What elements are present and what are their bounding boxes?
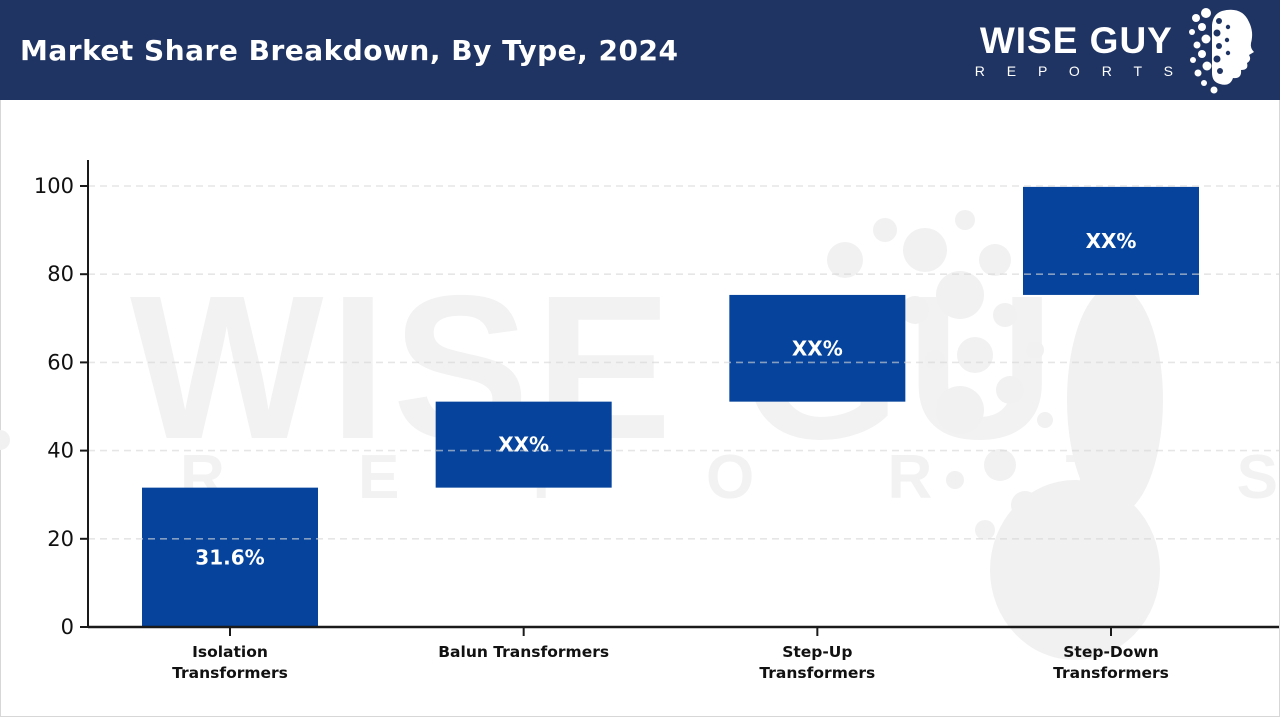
x-category-label: Step-Down Transformers — [1053, 643, 1169, 682]
logo-face-icon — [1189, 8, 1254, 94]
bar-value-label: XX% — [1086, 229, 1137, 253]
bar-segment — [142, 487, 318, 627]
bar-value-label: XX% — [792, 336, 843, 360]
bar-value-label: XX% — [498, 433, 549, 457]
waterfall-chart: 31.6% XX% XX% XX% 0 20 40 60 80 100 Isolation Trans… — [34, 160, 1279, 682]
y-tick-label: 0 — [61, 615, 74, 639]
bar-segment — [729, 294, 906, 402]
bar-value-label: 31.6% — [195, 545, 264, 569]
bar-segment — [435, 401, 612, 488]
x-category-label: Balun Transformers — [438, 643, 609, 661]
logo-wordmark-main: WISE GUY — [979, 19, 1173, 61]
y-tick-label: 100 — [34, 174, 74, 198]
y-tick-label: 80 — [47, 262, 74, 286]
y-tick-label: 40 — [47, 439, 74, 463]
chart-title: Market Share Breakdown, By Type, 2024 — [20, 33, 679, 67]
watermark-dots — [0, 210, 1163, 660]
x-category-label: Isolation Transformers — [172, 643, 288, 682]
y-tick-label: 60 — [47, 350, 74, 374]
y-tick-label: 20 — [47, 527, 74, 551]
chart-region: WISE GU R E P O R T S 31.6% XX% XX% XX% 0 20 4… — [0, 100, 1280, 720]
logo-wordmark: WISE GUY R E P O R T S — [971, 22, 1182, 79]
header: Market Share Breakdown, By Type, 2024 WI… — [0, 0, 1280, 100]
x-category-label: Step-Up Transformers — [759, 643, 875, 682]
logo-wordmark-sub: R E P O R T S — [974, 62, 1182, 79]
wise-guy-logo: WISE GUY R E P O R T S — [971, 5, 1266, 95]
bar-segment — [1023, 186, 1200, 295]
